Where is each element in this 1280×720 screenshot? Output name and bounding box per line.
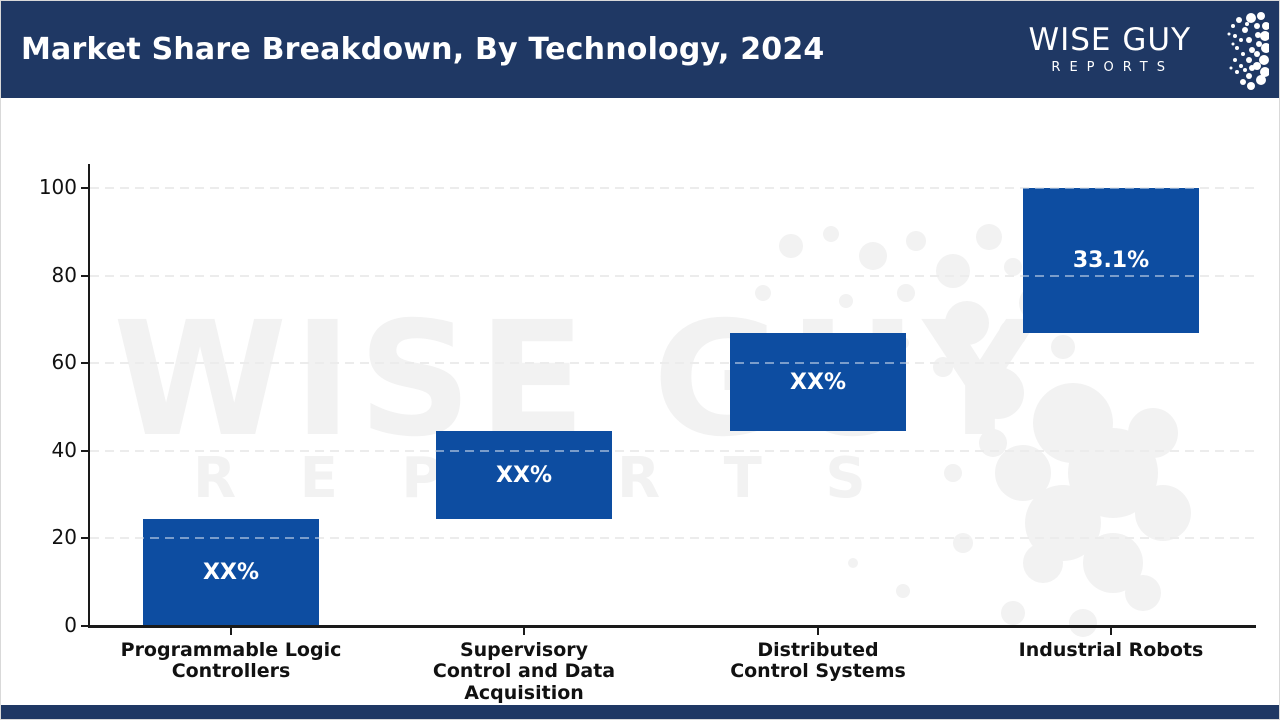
bar-value-label: 33.1%	[1072, 247, 1150, 273]
category-label: Industrial Robots	[1018, 639, 1204, 661]
bar-chart-area: WISE GUY R E P O R T S 020406080100XX%Pr…	[1, 98, 1279, 707]
y-tick-mark	[81, 449, 89, 452]
y-tick-mark	[81, 625, 89, 627]
logo-subtext: REPORTS	[1051, 59, 1175, 75]
y-tick-mark	[81, 274, 89, 277]
x-tick-mark	[817, 628, 819, 635]
dotted-face-watermark	[755, 224, 1191, 637]
y-gridline	[90, 362, 1254, 365]
y-tick-mark	[81, 187, 89, 189]
y-gridline	[90, 274, 1254, 277]
bar-segment: XX%	[436, 431, 612, 520]
y-gridline	[90, 187, 1254, 189]
y-tick-label: 20	[51, 525, 77, 550]
bar-segment: 33.1%	[1023, 188, 1199, 333]
y-gridline-overlay	[90, 362, 1254, 365]
bar-value-label: XX%	[790, 369, 846, 395]
x-tick-mark	[230, 628, 232, 635]
bar-segment: XX%	[730, 332, 906, 432]
category-label: Distributed Control Systems	[730, 639, 906, 683]
footer-band	[1, 705, 1279, 719]
wise-guy-logo: WISE GUY REPORTS	[1028, 1, 1191, 98]
bar-segment: XX%	[143, 519, 319, 626]
y-tick-mark	[81, 362, 89, 365]
y-tick-label: 60	[51, 350, 77, 375]
y-tick-label: 80	[51, 262, 77, 287]
y-gridline-overlay	[90, 187, 1254, 189]
y-gridline-overlay	[90, 537, 1254, 540]
y-tick-mark	[81, 537, 89, 540]
bar-value-label: XX%	[203, 560, 259, 586]
header-band: Market Share Breakdown, By Technology, 2…	[1, 1, 1279, 98]
y-gridline	[90, 537, 1254, 540]
y-axis-line	[88, 164, 90, 628]
y-tick-label: 0	[64, 613, 77, 637]
category-label: Supervisory Control and Data Acquisition	[432, 639, 616, 704]
y-tick-label: 100	[38, 175, 77, 199]
category-label: Programmable Logic Controllers	[120, 639, 342, 683]
x-tick-mark	[1110, 628, 1112, 635]
page-title: Market Share Breakdown, By Technology, 2…	[21, 32, 825, 67]
bar-value-label: XX%	[496, 462, 552, 488]
y-tick-label: 40	[51, 437, 77, 462]
logo-wordmark: WISE GUY	[1028, 22, 1191, 59]
dotted-face-logo-icon	[1227, 12, 1269, 90]
y-gridline	[90, 449, 1254, 452]
x-tick-mark	[523, 628, 525, 635]
x-axis-line	[88, 625, 1256, 628]
y-gridline-overlay	[90, 449, 1254, 452]
y-gridline-overlay	[90, 274, 1254, 277]
